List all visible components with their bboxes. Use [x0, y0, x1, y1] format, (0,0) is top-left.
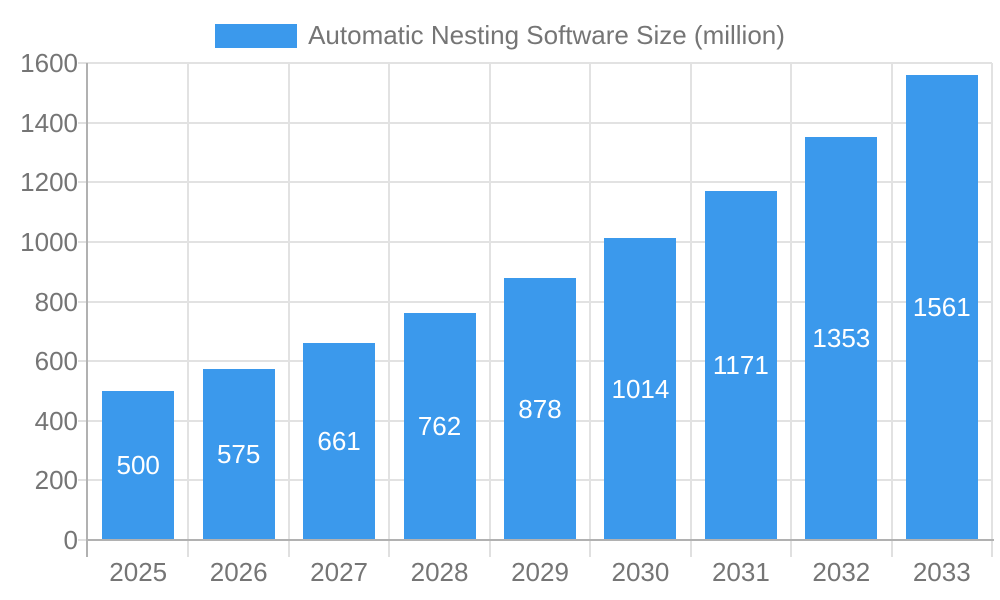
bar[interactable]	[805, 136, 878, 540]
bar-value-label: 575	[216, 439, 261, 470]
y-tick	[78, 62, 88, 64]
x-axis-label: 2029	[511, 557, 569, 587]
legend-label: Automatic Nesting Software Size (million…	[308, 20, 785, 50]
bar[interactable]	[604, 237, 677, 540]
x-gridline	[388, 63, 391, 540]
x-axis-label: 2025	[109, 557, 168, 587]
bar-value-label: 1171	[712, 350, 769, 381]
x-axis-label: 2032	[812, 557, 871, 587]
x-gridline	[890, 63, 893, 540]
bar[interactable]	[102, 390, 175, 540]
bar[interactable]	[303, 342, 376, 540]
y-tick	[78, 121, 88, 124]
x-gridline	[991, 63, 993, 540]
bar-value-label: 1561	[912, 292, 971, 323]
x-gridline	[488, 63, 491, 540]
bar-value-label: 762	[417, 411, 462, 442]
y-gridline	[88, 62, 992, 64]
x-axis-line	[86, 539, 994, 541]
x-axis-label: 2028	[410, 557, 469, 587]
bar[interactable]	[403, 312, 476, 540]
y-axis-label: 400	[34, 405, 78, 436]
x-tick	[187, 540, 190, 557]
x-axis-label: 2031	[711, 557, 770, 587]
bar[interactable]	[202, 368, 275, 540]
y-tick	[78, 300, 88, 303]
y-tick	[78, 181, 88, 184]
x-tick	[488, 540, 491, 557]
bar-value-label: 500	[116, 450, 160, 481]
x-gridline	[287, 63, 290, 540]
bar-value-label: 1353	[812, 323, 871, 354]
y-tick	[78, 539, 88, 541]
x-tick	[890, 540, 893, 557]
y-axis-label: 1200	[20, 167, 78, 198]
y-tick	[78, 419, 88, 422]
y-gridline	[88, 240, 992, 243]
bar-value-label: 878	[518, 394, 562, 425]
y-gridline	[88, 181, 992, 184]
y-axis-label: 800	[34, 286, 78, 317]
chart-legend[interactable]: Automatic Nesting Software Size (million…	[0, 20, 1000, 51]
y-axis-line	[86, 63, 88, 557]
bar-value-label: 1014	[611, 373, 670, 404]
bar[interactable]	[704, 190, 777, 540]
x-axis-label: 2030	[611, 557, 670, 587]
y-tick	[78, 240, 88, 243]
y-axis-label: 0	[63, 525, 78, 555]
x-gridline	[689, 63, 692, 540]
bar[interactable]	[504, 278, 576, 540]
y-gridline	[88, 121, 992, 124]
x-tick	[388, 540, 391, 557]
x-axis-label: 2026	[209, 557, 268, 587]
x-gridline	[187, 63, 190, 540]
x-gridline	[589, 63, 592, 540]
x-tick	[689, 540, 692, 557]
x-gridline	[790, 63, 793, 540]
bar-value-label: 661	[317, 426, 361, 457]
x-tick	[589, 540, 592, 557]
bar[interactable]	[905, 74, 978, 540]
x-tick	[991, 540, 993, 557]
x-tick	[790, 540, 793, 557]
y-tick	[78, 479, 88, 482]
y-axis-label: 1600	[20, 48, 78, 78]
y-axis-label: 200	[34, 465, 78, 496]
y-axis-label: 1000	[20, 226, 78, 257]
y-axis-label: 600	[34, 346, 78, 377]
x-axis-label: 2027	[310, 557, 369, 587]
y-axis-label: 1400	[20, 107, 78, 138]
y-tick	[78, 360, 88, 363]
x-axis-label: 2033	[912, 557, 971, 587]
x-tick	[287, 540, 290, 557]
legend-swatch	[215, 23, 298, 48]
